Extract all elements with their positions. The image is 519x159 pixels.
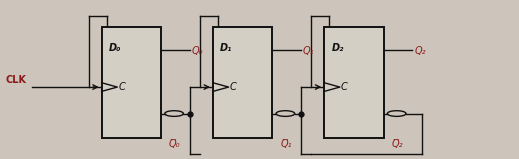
Text: Q₁: Q₁ bbox=[303, 46, 315, 56]
Bar bbox=[102, 28, 161, 138]
Bar bbox=[213, 28, 272, 138]
Text: C: C bbox=[229, 82, 236, 92]
Text: Q̅₁: Q̅₁ bbox=[280, 139, 292, 149]
Text: D₂: D₂ bbox=[332, 43, 344, 53]
Text: Q̅₀: Q̅₀ bbox=[169, 139, 181, 149]
Text: Q₀: Q₀ bbox=[192, 46, 203, 56]
Text: Q̅₂: Q̅₂ bbox=[391, 139, 403, 149]
Text: Q₂: Q₂ bbox=[414, 46, 426, 56]
Text: CLK: CLK bbox=[6, 76, 27, 86]
Text: C: C bbox=[118, 82, 125, 92]
Text: D₁: D₁ bbox=[220, 43, 233, 53]
Text: C: C bbox=[341, 82, 348, 92]
Bar bbox=[324, 28, 384, 138]
Text: D₀: D₀ bbox=[109, 43, 121, 53]
